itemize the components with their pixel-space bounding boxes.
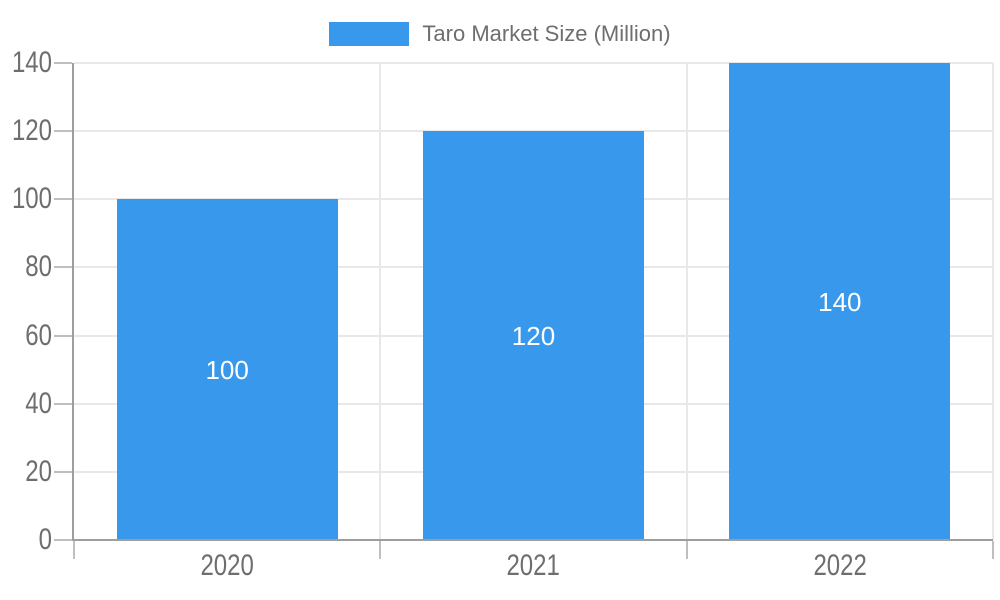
bar-2022[interactable] <box>729 63 951 539</box>
bar-2020[interactable] <box>116 199 338 539</box>
x-axis-tick-label: 2020 <box>200 549 254 582</box>
x-axis-tick <box>685 541 688 559</box>
y-axis-tick-label: 40 <box>25 386 52 420</box>
y-axis-tick <box>54 470 72 473</box>
x-axis-tick-label: 2022 <box>813 549 867 582</box>
y-axis-tick-label: 20 <box>25 454 52 488</box>
bar-value-label: 140 <box>818 286 862 317</box>
x-axis-tick-label: 2021 <box>506 549 561 582</box>
y-axis-tick-label: 140 <box>11 46 53 79</box>
x-axis-line <box>72 539 993 541</box>
legend-label: Taro Market Size (Million) <box>422 21 671 46</box>
y-axis-tick <box>54 198 72 201</box>
x-axis-tick <box>379 541 382 559</box>
gridline-vertical <box>379 63 382 540</box>
bar-value-label: 120 <box>511 320 556 351</box>
gridline-horizontal <box>74 62 993 64</box>
y-axis-tick-label: 100 <box>11 182 53 216</box>
y-axis-tick <box>54 539 72 541</box>
gridline-vertical <box>685 63 688 540</box>
chart-legend[interactable]: Taro Market Size (Million) <box>0 20 1000 48</box>
bar-2021[interactable] <box>422 131 645 539</box>
y-axis-tick-label: 60 <box>25 318 52 352</box>
y-axis-tick-label: 80 <box>25 250 52 284</box>
y-axis-tick <box>54 266 72 269</box>
gridline-vertical <box>992 63 994 540</box>
y-axis-tick <box>54 62 72 64</box>
y-axis-tick-label: 0 <box>38 523 52 556</box>
y-axis-tick-label: 120 <box>11 114 53 148</box>
x-axis-tick <box>73 541 75 559</box>
bar-value-label: 100 <box>205 354 249 385</box>
x-axis-tick <box>992 541 994 559</box>
y-axis-tick <box>54 334 72 337</box>
legend-color-swatch <box>329 22 410 46</box>
y-axis-tick <box>54 130 72 133</box>
y-axis-line <box>72 63 74 540</box>
y-axis-tick <box>54 402 72 405</box>
